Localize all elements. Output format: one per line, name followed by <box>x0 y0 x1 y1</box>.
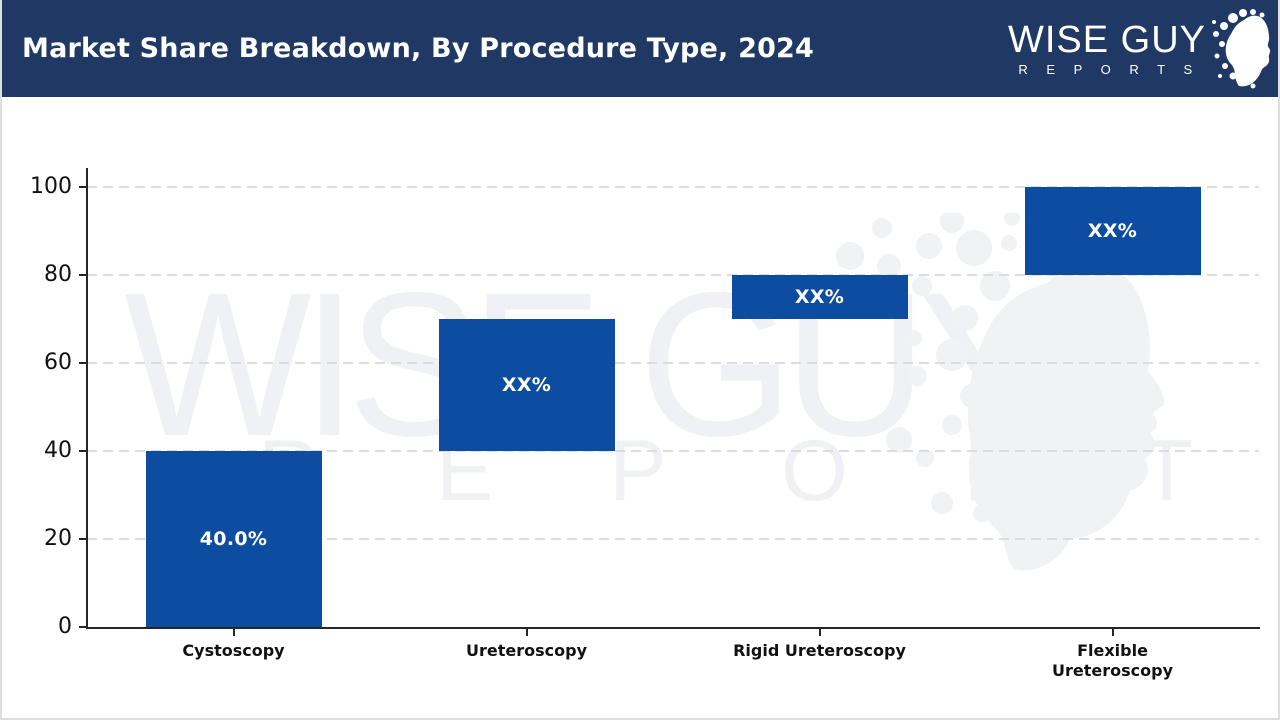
logo-text: WISE GUY R E P O R T S <box>1008 21 1206 77</box>
y-tick-20 <box>79 538 86 540</box>
bar-rigid-ureteroscopy: XX% <box>731 275 908 319</box>
gridline-20 <box>87 538 1259 540</box>
x-tick-rigid-ureteroscopy <box>818 629 821 636</box>
x-axis-label-cystoscopy: Cystoscopy <box>182 641 285 660</box>
bar-value-label: XX% <box>1087 220 1138 242</box>
x-axis-label-rigid-ureteroscopy: Rigid Ureteroscopy <box>733 641 906 660</box>
logo-face-icon <box>1212 8 1271 88</box>
logo-wordmark: WISE GUY <box>1007 18 1206 61</box>
logo-reports-text: R E P O R T S <box>1018 61 1200 77</box>
x-tick-cystoscopy <box>232 629 235 636</box>
header-bar: Market Share Breakdown, By Procedure Typ… <box>2 0 1278 97</box>
bar-value-label: 40.0% <box>199 528 268 550</box>
y-tick-label-60: 60 <box>44 350 72 375</box>
watermark-face-icon <box>836 213 1165 571</box>
y-tick-label-0: 0 <box>58 614 72 639</box>
y-tick-60 <box>79 362 86 364</box>
x-axis-line <box>86 627 1260 629</box>
y-tick-40 <box>79 450 86 452</box>
gridline-40 <box>87 450 1259 452</box>
bar-flexible-ureteroscopy: XX% <box>1024 187 1201 275</box>
x-tick-ureteroscopy <box>525 629 528 636</box>
gridline-100 <box>87 186 1259 188</box>
y-axis-spine <box>86 168 88 629</box>
x-axis-label-flexible-ureteroscopy: Flexible Ureteroscopy <box>1052 641 1173 680</box>
y-tick-label-20: 20 <box>44 526 72 551</box>
x-axis-label-ureteroscopy: Ureteroscopy <box>466 641 587 660</box>
y-tick-0 <box>79 626 86 628</box>
bar-cystoscopy: 40.0% <box>145 451 322 627</box>
bar-ureteroscopy: XX% <box>438 319 615 451</box>
y-tick-label-40: 40 <box>44 438 72 463</box>
y-tick-label-100: 100 <box>30 174 72 199</box>
x-tick-flexible-ureteroscopy <box>1111 629 1114 636</box>
y-tick-label-80: 80 <box>44 262 72 287</box>
bar-value-label: XX% <box>794 286 845 308</box>
wise-guy-reports-logo: WISE GUY R E P O R T S <box>1008 8 1272 90</box>
y-tick-100 <box>79 186 86 188</box>
page-title: Market Share Breakdown, By Procedure Typ… <box>22 33 815 64</box>
gridline-60 <box>87 362 1259 364</box>
gridline-80 <box>87 274 1259 276</box>
y-tick-80 <box>79 274 86 276</box>
bar-value-label: XX% <box>501 374 552 396</box>
